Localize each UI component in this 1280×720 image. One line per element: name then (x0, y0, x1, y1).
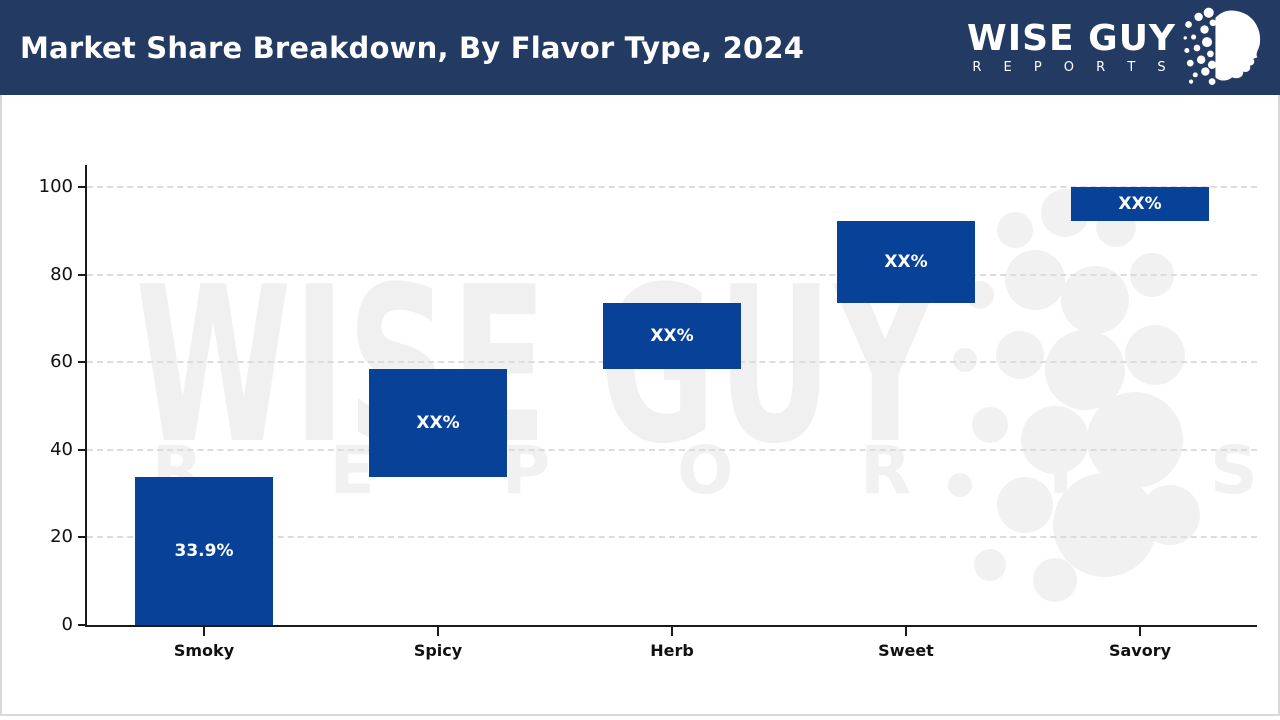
wise-guy-logo: WISE GUY R E P O R T S (967, 6, 1266, 90)
category-label-savory: Savory (1108, 641, 1172, 660)
gridline-80 (87, 273, 1257, 276)
y-tick-0 (78, 624, 87, 626)
y-tick-80 (78, 273, 87, 276)
x-tick-smoky (203, 627, 205, 636)
page-title: Market Share Breakdown, By Flavor Type, … (20, 30, 805, 65)
category-label-herb: Herb (650, 641, 694, 660)
y-tick-label: 0 (61, 614, 73, 635)
y-tick-60 (78, 361, 87, 364)
y-tick-label: 40 (50, 438, 73, 460)
y-tick-label: 100 (38, 176, 73, 197)
watermark-wordmark: WISE GUY (135, 240, 938, 491)
gridline-100 (87, 186, 1257, 188)
x-tick-savory (1139, 627, 1141, 636)
y-tick-label: 20 (50, 526, 73, 548)
logo-wordmark: WISE GUY (966, 17, 1176, 59)
bar-value-label: XX% (1118, 194, 1162, 215)
x-tick-sweet (905, 627, 907, 636)
bar-spicy: XX% (369, 369, 507, 477)
y-tick-20 (78, 536, 87, 539)
header-bar: Market Share Breakdown, By Flavor Type, … (0, 0, 1280, 95)
x-axis-line (85, 625, 1257, 627)
bar-value-label: XX% (650, 325, 694, 346)
category-label-spicy: Spicy (413, 641, 463, 660)
category-label-smoky: Smoky (173, 641, 235, 660)
bar-value-label: XX% (884, 251, 928, 272)
bar-smoky: 33.9% (135, 476, 273, 625)
gridline-20 (87, 536, 1257, 539)
y-tick-100 (78, 186, 87, 188)
bar-herb: XX% (603, 302, 741, 370)
bar-savory: XX% (1071, 187, 1209, 222)
category-label-sweet: Sweet (878, 641, 934, 660)
watermark-head-icon (948, 189, 1200, 602)
bar-value-label: XX% (416, 412, 460, 433)
logo-subtitle: R E P O R T S (972, 59, 1175, 75)
logo-head-icon (1183, 7, 1261, 85)
x-tick-spicy (437, 627, 439, 636)
bar-sweet: XX% (837, 221, 975, 303)
gridline-40 (87, 448, 1257, 451)
y-tick-label: 60 (50, 351, 73, 373)
y-tick-40 (78, 448, 87, 451)
y-tick-label: 80 (50, 263, 73, 285)
y-axis-line (85, 165, 87, 627)
bar-value-label: 33.9% (174, 540, 234, 561)
logo-text: WISE GUY R E P O R T S (966, 17, 1176, 75)
x-tick-herb (671, 627, 673, 636)
